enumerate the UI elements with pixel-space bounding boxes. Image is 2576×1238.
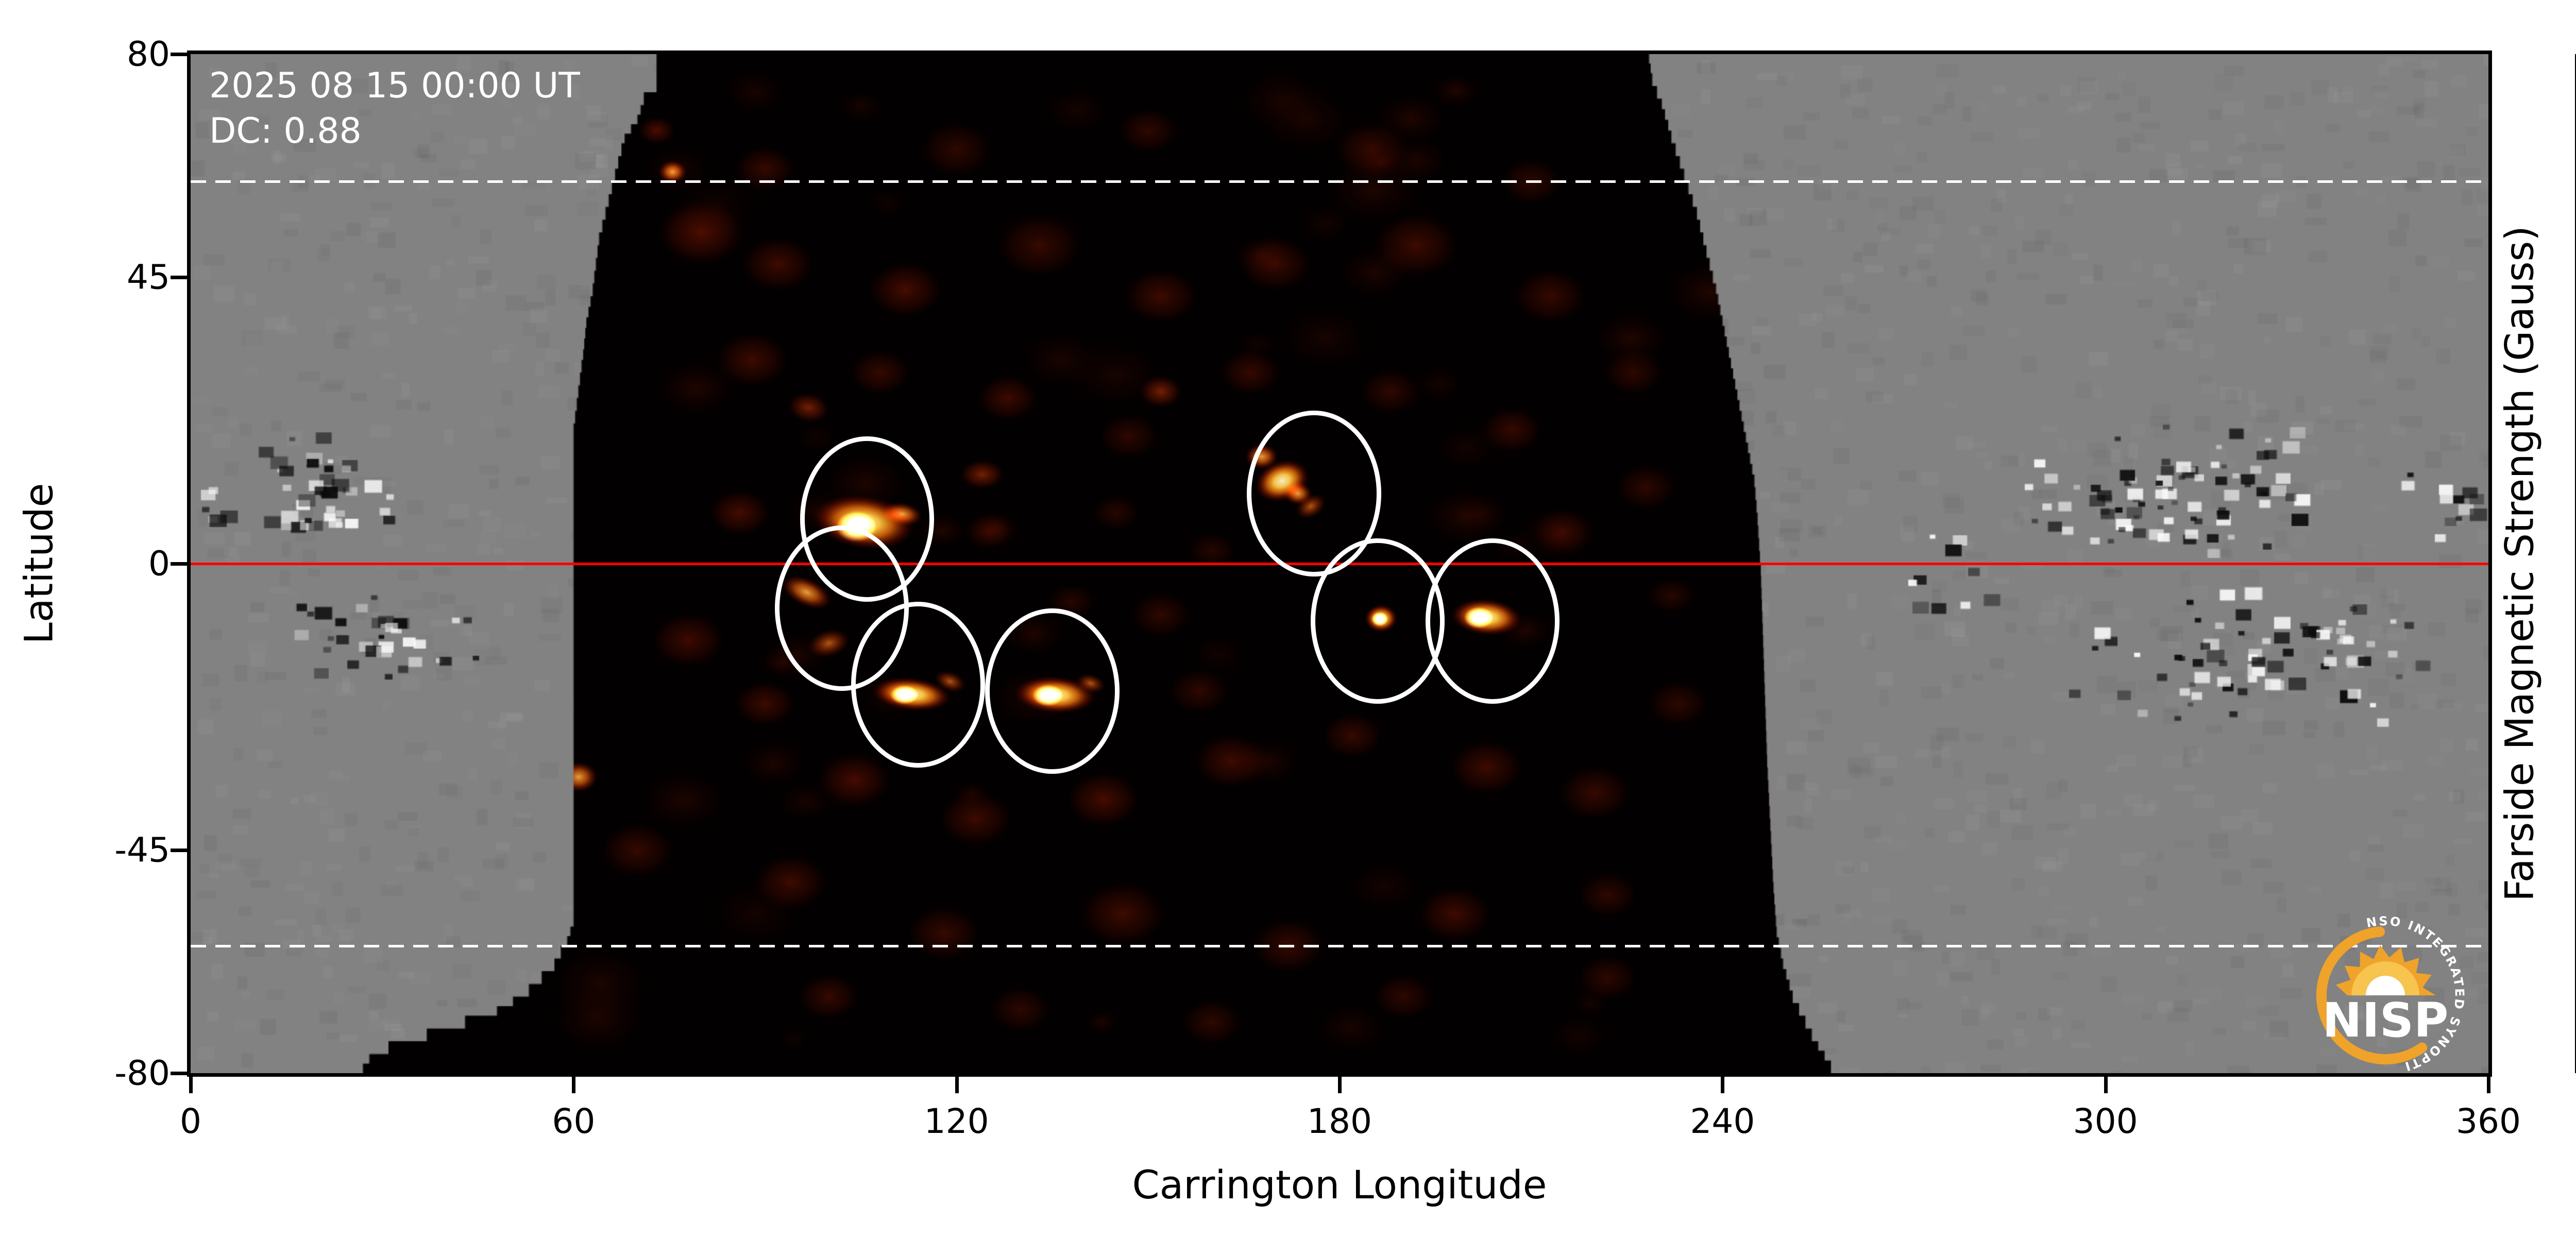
data-coverage-text: DC: 0.88 [209,111,362,152]
timestamp-annotation: 2025 08 15 00:00 UT DC: 0.88 [209,63,580,155]
x-tick-mark [955,1077,959,1093]
nisp-logo-arc-icon [2316,926,2428,1065]
x-tick-mark [1338,1077,1342,1093]
x-tick-label: 120 [924,1101,989,1141]
x-tick-mark [1721,1077,1725,1093]
farside-colorbar-title: Farside Magnetic Strength (Gauss) [2496,226,2543,902]
y-tick-mark [171,562,187,566]
y-tick-label: 45 [127,257,170,297]
x-tick-label: 0 [180,1101,201,1141]
y-tick-label: 0 [148,544,170,584]
x-tick-mark [572,1077,576,1093]
north-60deg-dashed-line [191,180,2488,183]
x-tick-mark [2104,1077,2108,1093]
y-tick-mark [171,849,187,853]
y-tick-label: 80 [127,34,170,74]
nisp-logo-text: NISP [2323,993,2449,1048]
y-tick-mark [171,1072,187,1075]
y-tick-label: -45 [114,830,170,870]
timestamp-text: 2025 08 15 00:00 UT [209,65,580,106]
active-region-circle [985,608,1120,774]
x-tick-mark [189,1077,193,1093]
south-60deg-dashed-line [191,944,2488,947]
x-axis-title: Carrington Longitude [1132,1162,1547,1208]
y-tick-mark [171,53,187,56]
farside-colorbar [2575,54,2576,1073]
active-region-circle [1247,411,1381,576]
x-tick-label: 360 [2456,1101,2521,1141]
x-tick-label: 60 [552,1101,596,1141]
active-region-circle [851,602,986,768]
nisp-logo: NISP NSO INTEGRATED SYNOPTIC PROGRAM [2303,908,2465,1073]
x-tick-label: 240 [1690,1101,1755,1141]
sun-core-icon [2366,976,2405,995]
active-region-circle [1311,538,1445,704]
x-tick-mark [2487,1077,2490,1093]
x-tick-label: 300 [2073,1101,2138,1141]
y-tick-label: -80 [114,1053,170,1093]
x-tick-label: 180 [1307,1101,1372,1141]
y-tick-mark [171,275,187,279]
active-region-circle [1426,538,1560,704]
